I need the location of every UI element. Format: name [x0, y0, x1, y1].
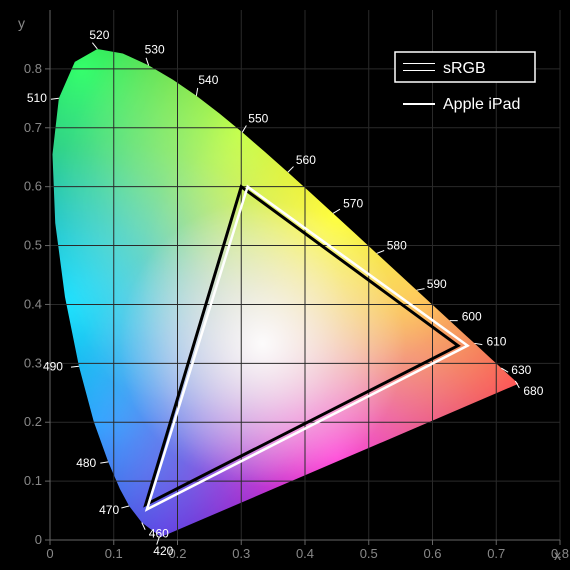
- wavelength-label: 460: [149, 527, 169, 541]
- wavelength-label: 560: [296, 153, 316, 167]
- y-tick-label: 0.3: [24, 355, 42, 370]
- wavelength-label: 490: [43, 359, 63, 373]
- wavelength-label: 630: [511, 363, 531, 377]
- wavelength-label: 550: [248, 111, 268, 125]
- x-tick-label: 0.3: [232, 546, 250, 561]
- wavelength-label: 590: [427, 277, 447, 291]
- wavelength-label: 600: [462, 310, 482, 324]
- chromaticity-chart: 00.10.20.30.40.50.60.70.800.10.20.30.40.…: [0, 0, 570, 570]
- wavelength-label: 610: [486, 334, 506, 348]
- y-tick-label: 0: [35, 532, 42, 547]
- x-tick-label: 0: [46, 546, 53, 561]
- wavelength-label: 680: [523, 384, 543, 398]
- legend-label-ipad: Apple iPad: [443, 96, 520, 113]
- wavelength-label: 520: [89, 28, 109, 42]
- y-tick-label: 0.1: [24, 473, 42, 488]
- wavelength-label: 420: [153, 544, 173, 558]
- y-tick-label: 0.8: [24, 61, 42, 76]
- x-tick-label: 0.6: [423, 546, 441, 561]
- wavelength-label: 480: [76, 456, 96, 470]
- y-tick-label: 0.5: [24, 238, 42, 253]
- y-tick-label: 0.2: [24, 414, 42, 429]
- y-tick-label: 0.6: [24, 179, 42, 194]
- x-tick-label: 0.5: [360, 546, 378, 561]
- wavelength-label: 570: [343, 196, 363, 210]
- y-axis-label: y: [18, 15, 25, 31]
- y-tick-label: 0.4: [24, 296, 42, 311]
- x-tick-label: 0.1: [105, 546, 123, 561]
- legend: sRGB Apple iPad: [395, 52, 535, 113]
- x-axis-label: x: [554, 547, 561, 563]
- wavelength-label: 540: [198, 73, 218, 87]
- x-tick-label: 0.4: [296, 546, 314, 561]
- wavelength-label: 530: [145, 42, 165, 56]
- legend-label-srgb: sRGB: [443, 60, 486, 77]
- wavelength-label: 510: [27, 91, 47, 105]
- x-tick-label: 0.7: [487, 546, 505, 561]
- wavelength-label: 470: [99, 503, 119, 517]
- y-tick-label: 0.7: [24, 120, 42, 135]
- wavelength-label: 580: [387, 238, 407, 252]
